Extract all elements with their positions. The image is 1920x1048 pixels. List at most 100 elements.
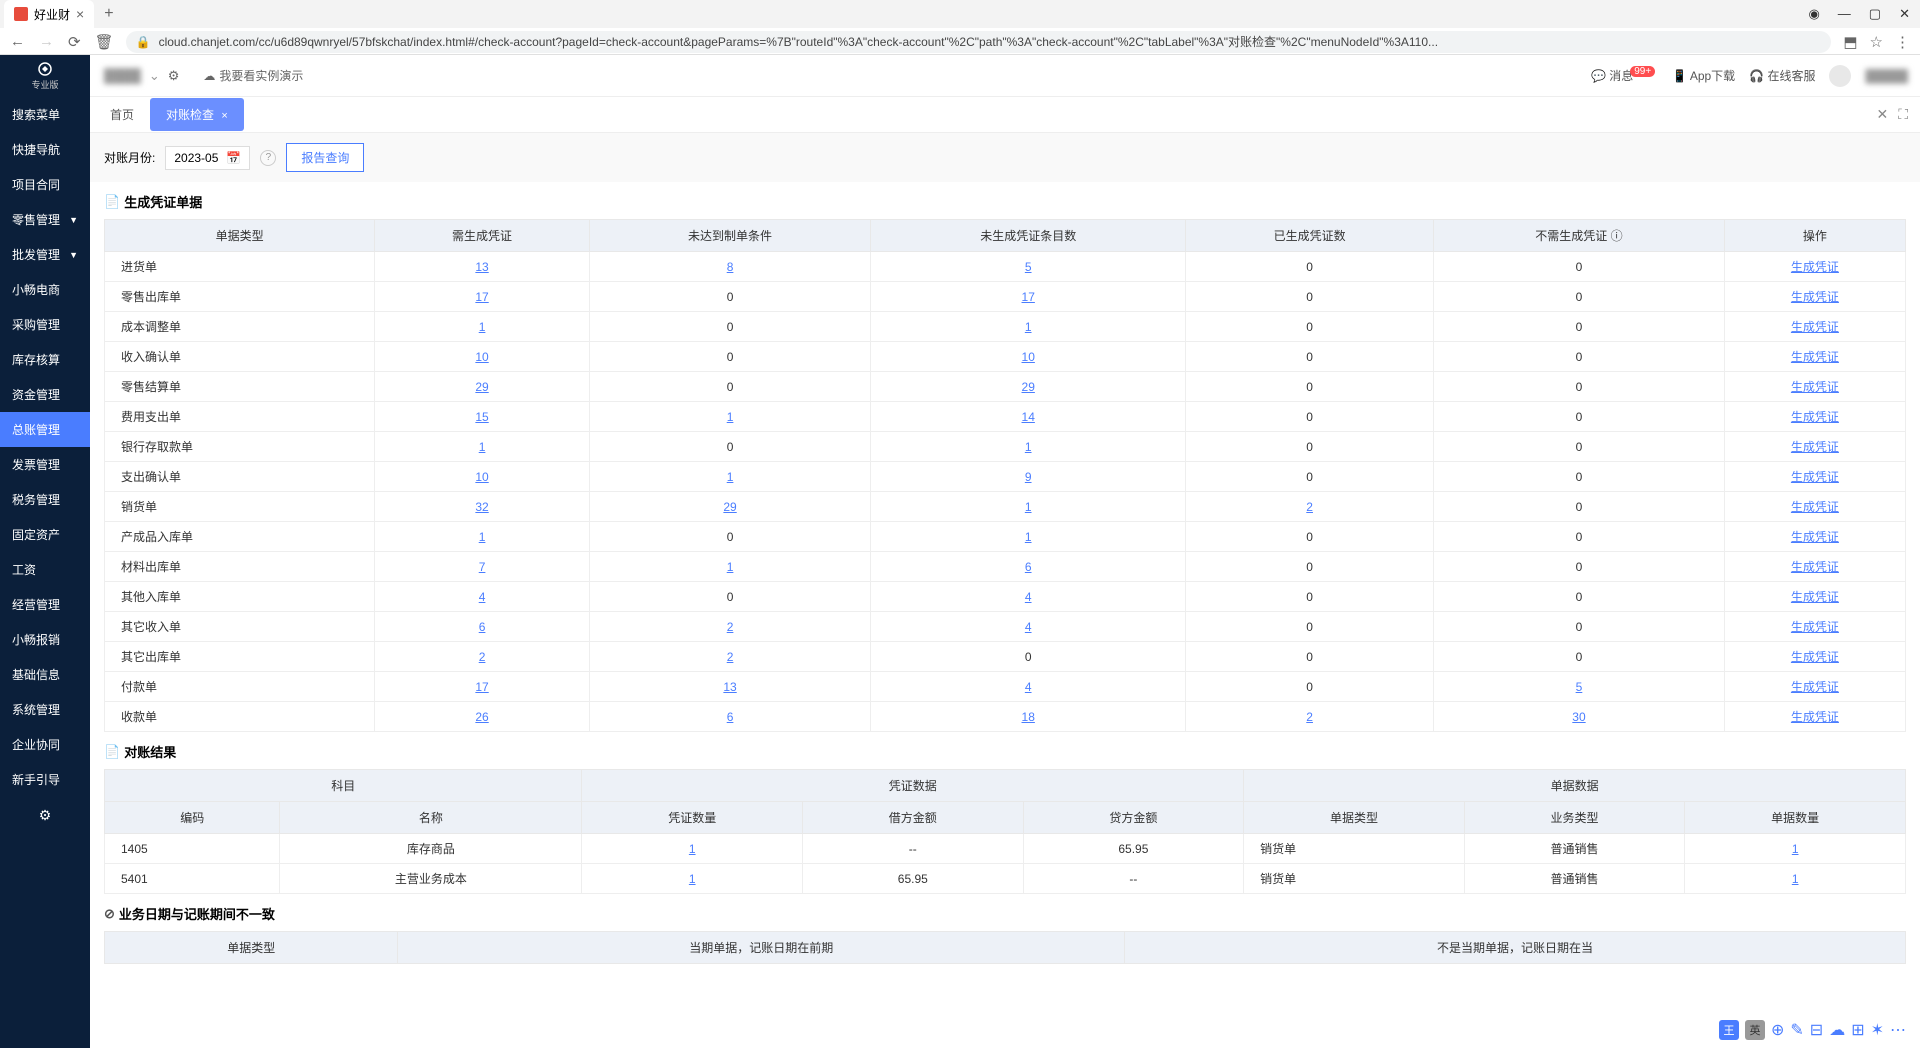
- sidebar-item[interactable]: 搜索菜单: [0, 97, 90, 132]
- star-icon[interactable]: ☆: [1870, 33, 1883, 51]
- float-icon-7[interactable]: ⊞: [1851, 1020, 1864, 1040]
- cell[interactable]: 2: [589, 612, 870, 642]
- sidebar-item[interactable]: 批发管理▼: [0, 237, 90, 272]
- minimize-icon[interactable]: —: [1838, 6, 1851, 22]
- cell[interactable]: 1: [589, 402, 870, 432]
- new-tab-button[interactable]: +: [94, 5, 123, 23]
- close-all-icon[interactable]: ✕: [1876, 106, 1888, 123]
- float-icon-1[interactable]: 王: [1719, 1020, 1739, 1040]
- action-cell[interactable]: 生成凭证: [1724, 672, 1905, 702]
- cell[interactable]: 5: [1434, 672, 1725, 702]
- cell[interactable]: 1: [582, 864, 803, 894]
- cell[interactable]: 14: [871, 402, 1186, 432]
- help-icon[interactable]: ?: [260, 150, 276, 166]
- close-tab-icon[interactable]: ×: [221, 110, 227, 122]
- cell[interactable]: 4: [871, 582, 1186, 612]
- cell[interactable]: 2: [589, 642, 870, 672]
- cell[interactable]: 2: [1186, 702, 1434, 732]
- cell[interactable]: 1: [871, 432, 1186, 462]
- settings-icon[interactable]: ⚙: [0, 797, 90, 834]
- sidebar-item[interactable]: 总账管理: [0, 412, 90, 447]
- demo-link[interactable]: ☁ 我要看实例演示: [203, 67, 303, 84]
- service-link[interactable]: 🎧 在线客服: [1749, 67, 1815, 84]
- menu-icon[interactable]: ⋮: [1895, 33, 1910, 51]
- cell[interactable]: 4: [375, 582, 590, 612]
- cell[interactable]: 6: [375, 612, 590, 642]
- float-icon-8[interactable]: ✶: [1871, 1020, 1884, 1040]
- cell[interactable]: 30: [1434, 702, 1725, 732]
- float-icon-4[interactable]: ✎: [1790, 1020, 1803, 1040]
- cell[interactable]: 10: [871, 342, 1186, 372]
- sidebar-item[interactable]: 快捷导航: [0, 132, 90, 167]
- cell[interactable]: 15: [375, 402, 590, 432]
- action-cell[interactable]: 生成凭证: [1724, 312, 1905, 342]
- sidebar-item[interactable]: 库存核算: [0, 342, 90, 377]
- sidebar-item[interactable]: 零售管理▼: [0, 202, 90, 237]
- action-cell[interactable]: 生成凭证: [1724, 642, 1905, 672]
- cell[interactable]: 13: [589, 672, 870, 702]
- cell[interactable]: 1: [871, 522, 1186, 552]
- float-icon-6[interactable]: ☁: [1829, 1020, 1845, 1040]
- action-cell[interactable]: 生成凭证: [1724, 282, 1905, 312]
- cell[interactable]: 10: [375, 342, 590, 372]
- close-icon[interactable]: ×: [76, 6, 84, 22]
- sidebar-item[interactable]: 税务管理: [0, 482, 90, 517]
- cell[interactable]: 18: [871, 702, 1186, 732]
- maximize-icon[interactable]: ▢: [1869, 6, 1881, 22]
- sidebar-item[interactable]: 新手引导: [0, 762, 90, 797]
- cell[interactable]: 2: [1186, 492, 1434, 522]
- reload-icon[interactable]: ⟳: [68, 33, 81, 51]
- cell[interactable]: 1: [589, 462, 870, 492]
- float-icon-3[interactable]: ⊕: [1771, 1020, 1784, 1040]
- cell[interactable]: 5: [871, 252, 1186, 282]
- install-icon[interactable]: ⬒: [1843, 33, 1857, 51]
- cell[interactable]: 1: [589, 552, 870, 582]
- action-cell[interactable]: 生成凭证: [1724, 492, 1905, 522]
- action-cell[interactable]: 生成凭证: [1724, 342, 1905, 372]
- cell[interactable]: 1: [375, 432, 590, 462]
- query-button[interactable]: 报告查询: [286, 143, 364, 172]
- cell[interactable]: 1: [375, 522, 590, 552]
- cell[interactable]: 6: [871, 552, 1186, 582]
- cell[interactable]: 4: [871, 612, 1186, 642]
- sidebar-item[interactable]: 小畅报销: [0, 622, 90, 657]
- app-download-link[interactable]: 📱 App下载: [1672, 67, 1735, 84]
- sidebar-item[interactable]: 发票管理: [0, 447, 90, 482]
- sidebar-item[interactable]: 企业协同: [0, 727, 90, 762]
- cell[interactable]: 32: [375, 492, 590, 522]
- delete-icon[interactable]: 🗑: [95, 33, 114, 51]
- expand-icon[interactable]: ⛶: [1898, 106, 1908, 123]
- cell[interactable]: 6: [589, 702, 870, 732]
- cell[interactable]: 1: [871, 492, 1186, 522]
- sidebar-item[interactable]: 采购管理: [0, 307, 90, 342]
- cell[interactable]: 1: [582, 834, 803, 864]
- sidebar-item[interactable]: 固定资产: [0, 517, 90, 552]
- sidebar-item[interactable]: 项目合同: [0, 167, 90, 202]
- cell[interactable]: 9: [871, 462, 1186, 492]
- cell[interactable]: 10: [375, 462, 590, 492]
- sidebar-item[interactable]: 经营管理: [0, 587, 90, 622]
- cell[interactable]: 8: [589, 252, 870, 282]
- sidebar-item[interactable]: 系统管理: [0, 692, 90, 727]
- float-icon-5[interactable]: ⊟: [1810, 1020, 1823, 1040]
- cell[interactable]: 1: [375, 312, 590, 342]
- sidebar-item[interactable]: 小畅电商: [0, 272, 90, 307]
- action-cell[interactable]: 生成凭证: [1724, 402, 1905, 432]
- avatar[interactable]: [1829, 65, 1851, 87]
- cell[interactable]: 29: [589, 492, 870, 522]
- cell[interactable]: 17: [375, 282, 590, 312]
- action-cell[interactable]: 生成凭证: [1724, 372, 1905, 402]
- cell[interactable]: 17: [375, 672, 590, 702]
- org-selector[interactable]: ████ ⌄ ⚙: [90, 68, 193, 84]
- month-input[interactable]: 2023-05 📅: [165, 146, 250, 170]
- sidebar-item[interactable]: 工资: [0, 552, 90, 587]
- tab-check-account[interactable]: 对账检查 ×: [150, 98, 244, 131]
- action-cell[interactable]: 生成凭证: [1724, 252, 1905, 282]
- cell[interactable]: 29: [375, 372, 590, 402]
- action-cell[interactable]: 生成凭证: [1724, 552, 1905, 582]
- cell[interactable]: 7: [375, 552, 590, 582]
- sidebar-item[interactable]: 基础信息: [0, 657, 90, 692]
- cell[interactable]: 4: [871, 672, 1186, 702]
- cell[interactable]: 26: [375, 702, 590, 732]
- action-cell[interactable]: 生成凭证: [1724, 702, 1905, 732]
